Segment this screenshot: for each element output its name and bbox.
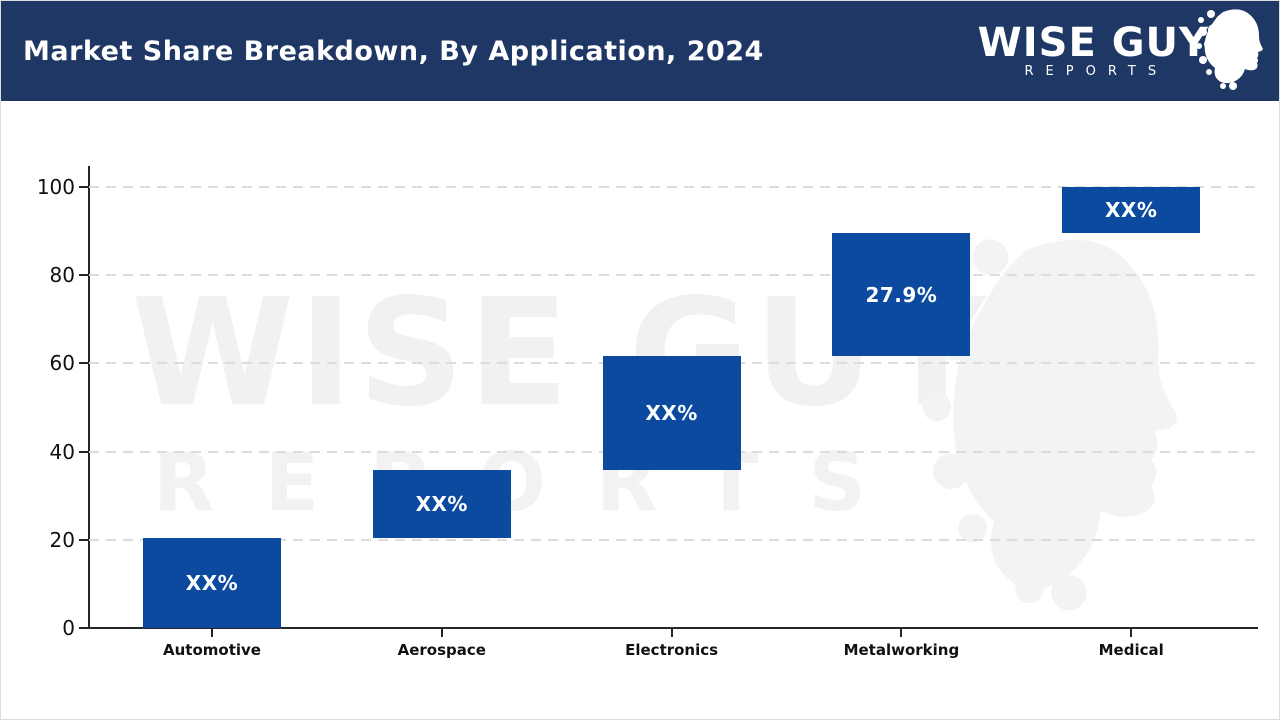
y-axis-tick-label: 40 (49, 439, 75, 464)
bar-aerospace: XX% (372, 469, 511, 539)
brand-name: WISE GUY (977, 20, 1209, 66)
y-axis-tick (79, 186, 88, 188)
y-axis-tick-label: 0 (62, 616, 75, 640)
bar-medical: XX% (1062, 187, 1201, 234)
x-axis-spine (88, 627, 1258, 629)
y-axis-tick (79, 450, 88, 453)
wiseguy-head-icon (1196, 9, 1263, 90)
bar-automotive: XX% (143, 538, 281, 628)
bar-value-label: XX% (645, 401, 698, 425)
bar-metalworking: 27.9% (832, 233, 971, 357)
x-axis-tick (211, 629, 213, 637)
y-axis-tick (79, 274, 88, 277)
x-axis-label-aerospace: Aerospace (397, 641, 486, 659)
bar-value-label: XX% (1104, 198, 1158, 223)
x-axis-label-metalworking: Metalworking (843, 641, 960, 659)
y-axis-tick-label: 60 (49, 351, 75, 376)
y-axis-tick-label: 20 (49, 527, 75, 552)
y-axis-tick (79, 538, 88, 541)
y-axis-spine (88, 166, 90, 629)
y-axis-tick (79, 627, 88, 629)
gridline (89, 186, 1257, 188)
y-axis-tick (79, 362, 88, 365)
x-axis-label-electronics: Electronics (625, 641, 719, 659)
x-axis-label-automotive: Automotive (163, 641, 261, 659)
bar-value-label: XX% (415, 491, 468, 516)
watermark-brand-subname: REPORTS (153, 436, 917, 529)
bar-value-label: 27.9% (865, 282, 938, 307)
header-bar: Market Share Breakdown, By Application, … (1, 1, 1279, 101)
y-axis-tick-label: 100 (36, 175, 75, 199)
gridline (89, 274, 1257, 277)
x-axis-tick (1130, 629, 1133, 637)
x-axis-tick (670, 629, 673, 637)
brand-logo: WISE GUY REPORTS (978, 1, 1267, 101)
brand-logo-text: WISE GUY REPORTS (978, 22, 1209, 80)
bar-value-label: XX% (185, 571, 239, 595)
x-axis-tick (440, 629, 443, 637)
page-title: Market Share Breakdown, By Application, … (23, 35, 764, 67)
bar-electronics: XX% (602, 356, 741, 470)
x-axis-tick (900, 629, 903, 637)
brand-subname: REPORTS (1024, 64, 1169, 79)
x-axis-label-medical: Medical (1098, 641, 1164, 659)
y-axis-tick-label: 80 (49, 263, 75, 288)
gridline (89, 538, 1257, 541)
watermark-head-icon (922, 239, 1177, 611)
